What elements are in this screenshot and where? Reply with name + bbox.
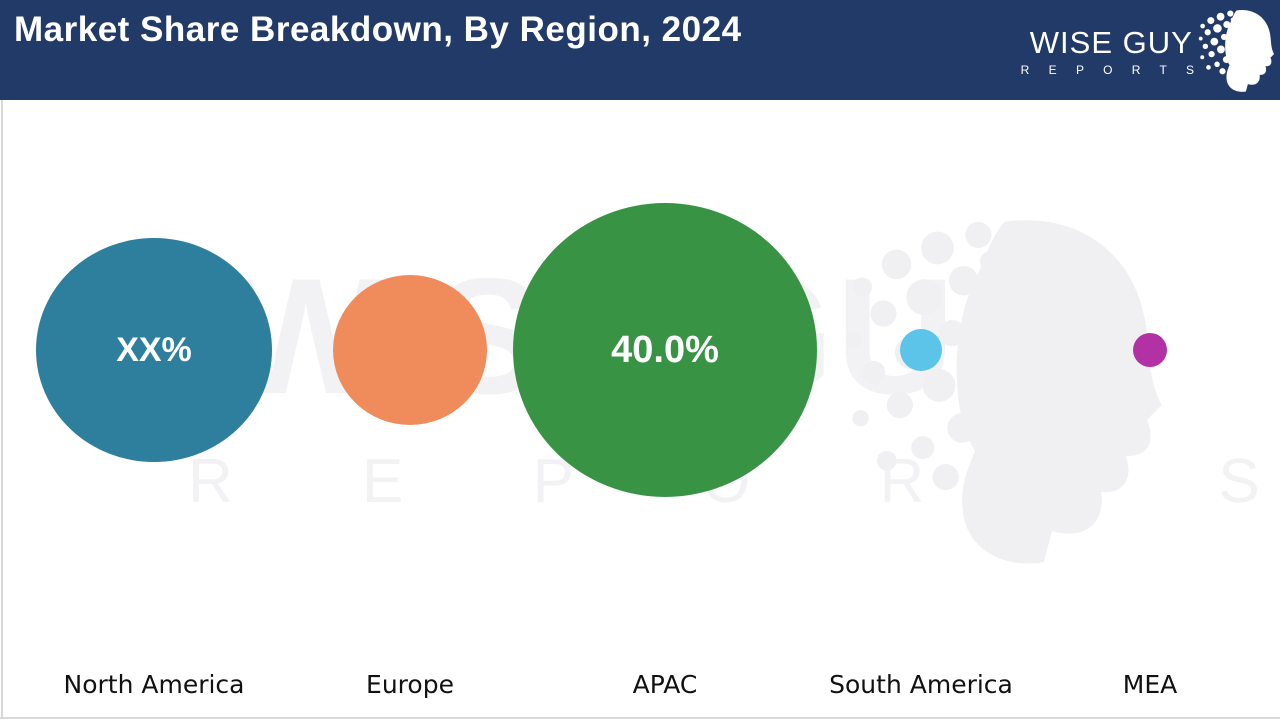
bubble-mea[interactable] — [1133, 333, 1167, 367]
bubble-value-label: 40.0% — [611, 328, 719, 371]
bubble-apac[interactable]: 40.0% — [513, 203, 817, 497]
x-axis-line — [0, 717, 1280, 719]
brand-subtitle: R E P O R T S — [1020, 63, 1202, 77]
category-label-north-america: North America — [63, 670, 245, 699]
category-label-europe: Europe — [366, 670, 454, 699]
category-label-mea: MEA — [1122, 670, 1178, 699]
page-title: Market Share Breakdown, By Region, 2024 — [14, 10, 742, 49]
brand-name: WISE GUY — [1029, 25, 1193, 60]
bubble-value-label: XX% — [116, 330, 192, 369]
bubble-south-america[interactable] — [900, 329, 942, 371]
brand-head-icon — [1196, 7, 1274, 95]
header: Market Share Breakdown, By Region, 2024 … — [0, 0, 1280, 100]
category-label-south-america: South America — [829, 670, 1013, 699]
brand-logo-text: WISE GUY R E P O R T S — [1021, 25, 1202, 77]
brand-logo: WISE GUY R E P O R T S — [1021, 6, 1274, 96]
bubble-north-america[interactable]: XX% — [36, 238, 272, 462]
bubble-europe[interactable] — [333, 275, 487, 425]
y-axis-line — [1, 100, 3, 718]
category-label-apac: APAC — [632, 670, 698, 699]
